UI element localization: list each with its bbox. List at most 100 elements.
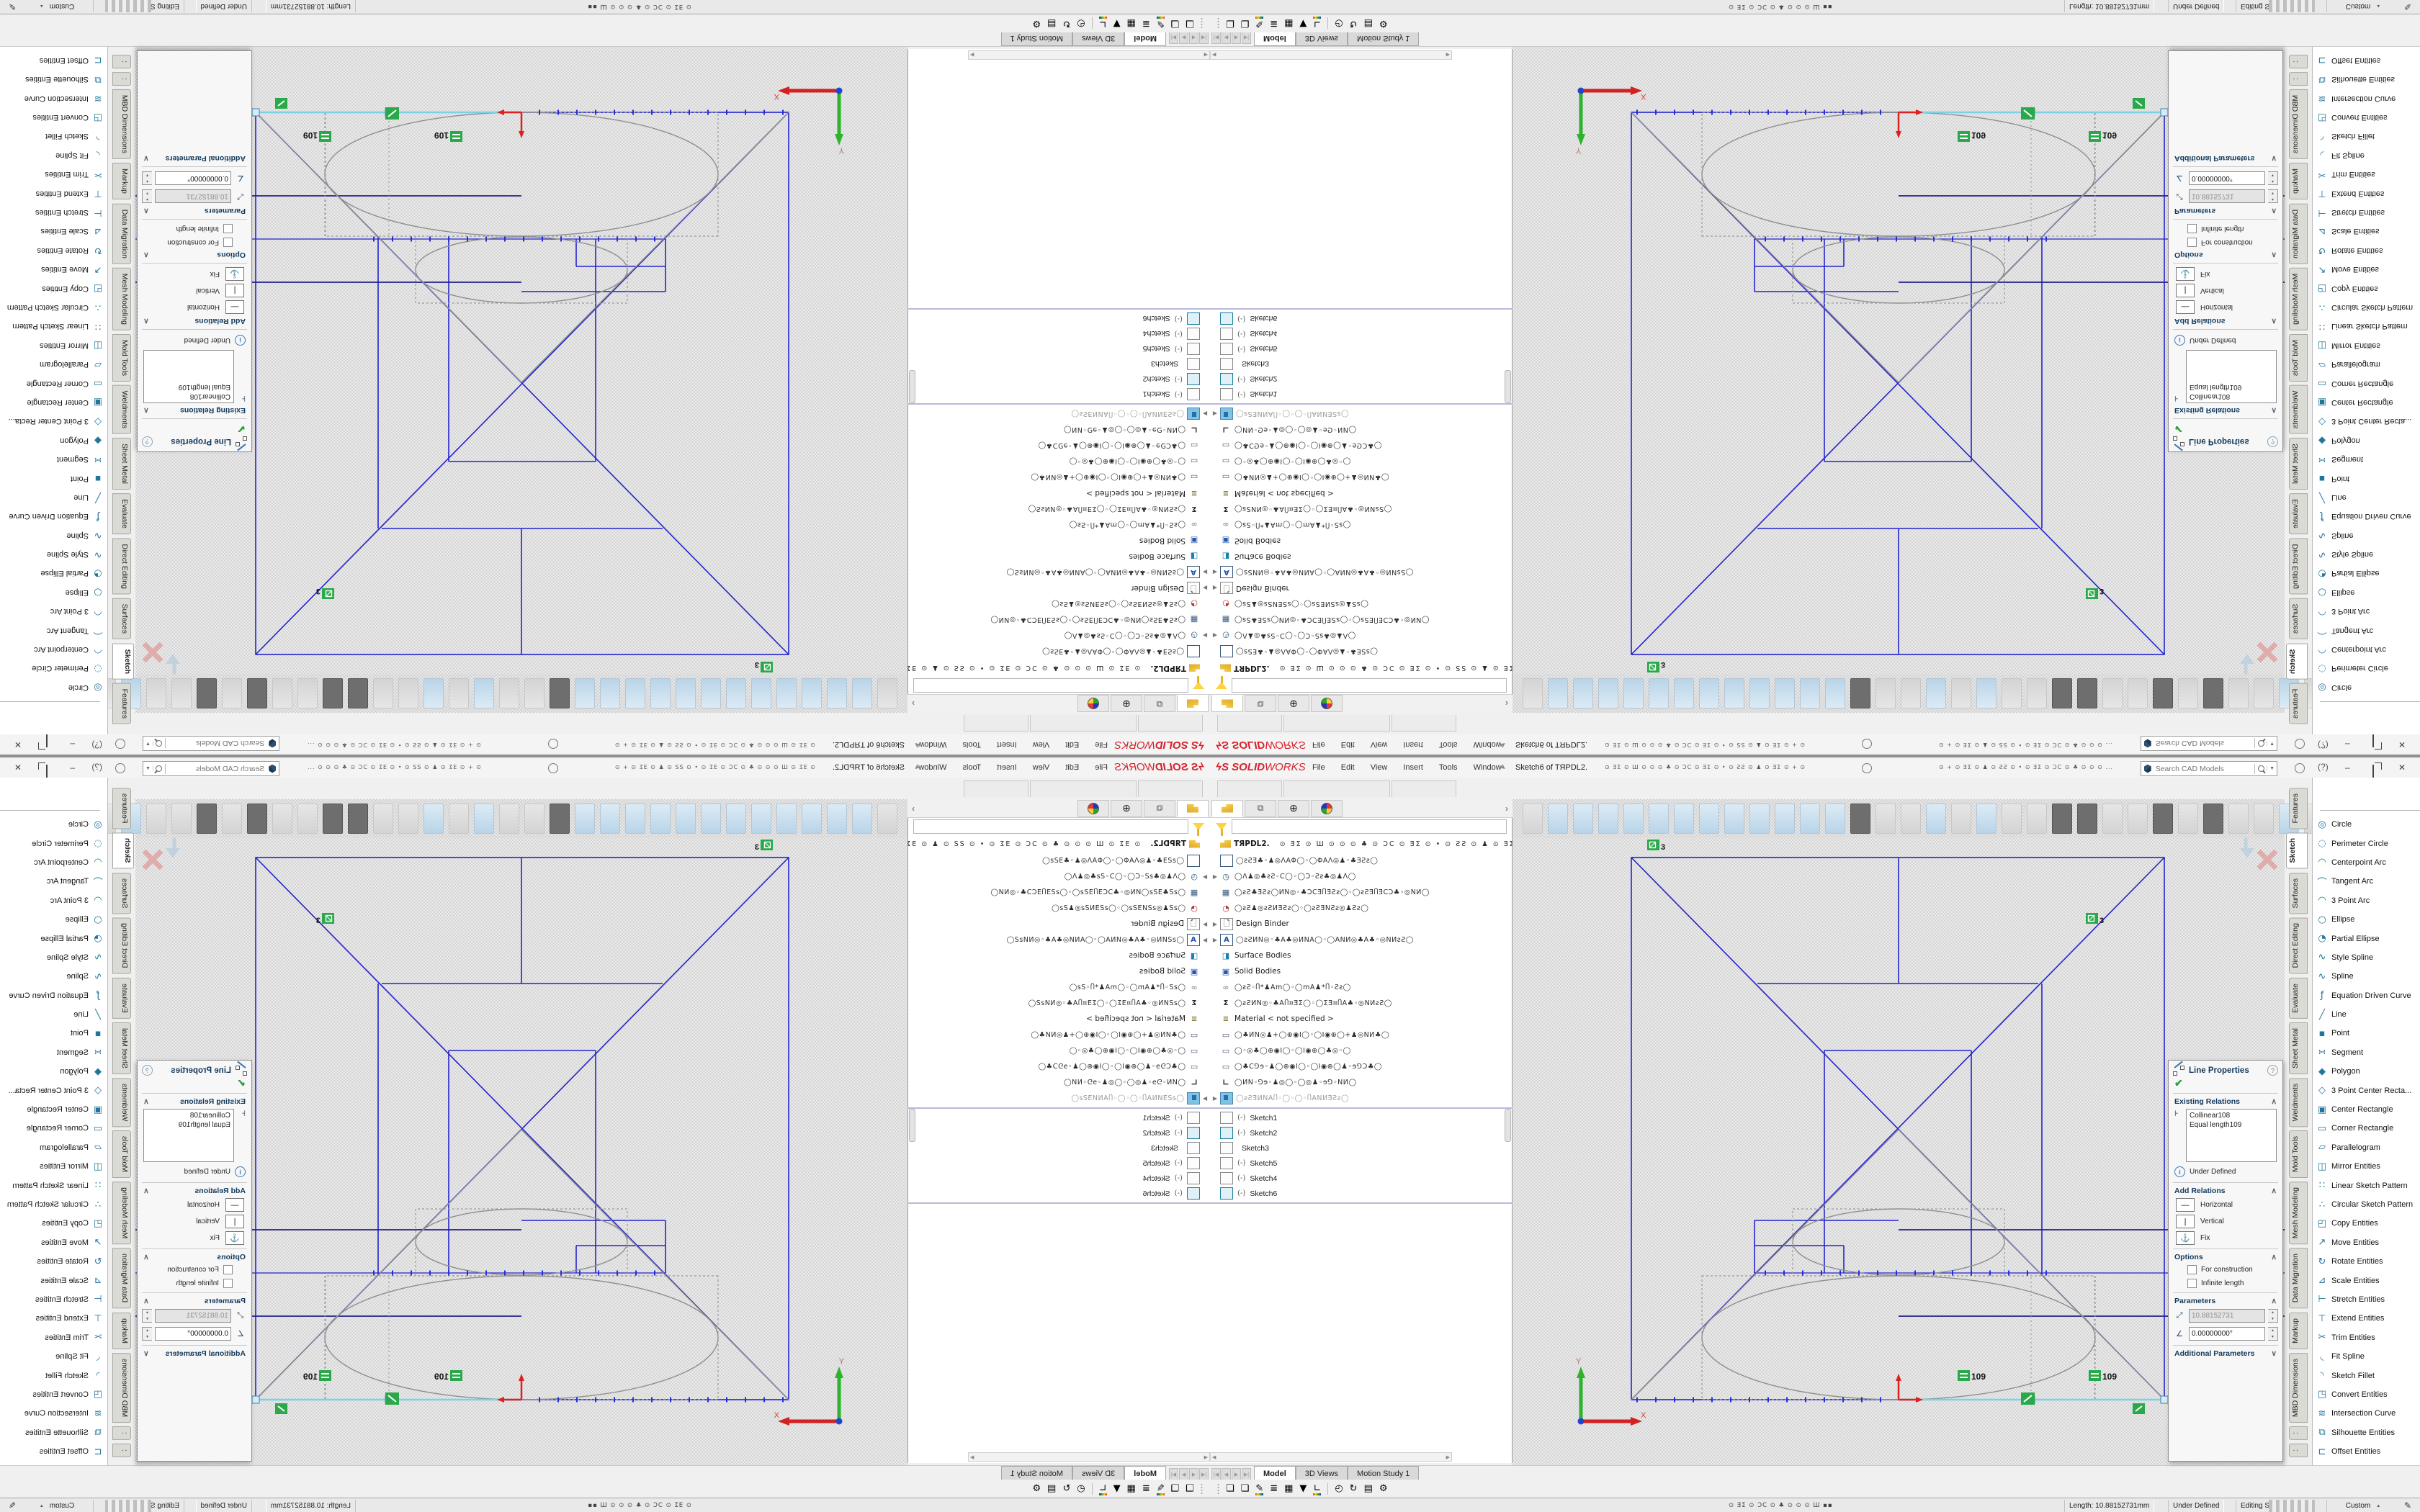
sketch-tool-item[interactable]: ◆ Polygon: [2313, 431, 2420, 450]
sketch-tool-item[interactable]: ◟ Fit Spline: [0, 146, 107, 165]
toolbar-icon[interactable]: [550, 804, 570, 834]
toolbar-icon[interactable]: [2102, 678, 2123, 708]
collinear-relation-badge[interactable]: [275, 1403, 287, 1414]
toolbar-icon[interactable]: [1976, 678, 1996, 708]
sketch-tool-item[interactable]: ◆ Polygon: [0, 431, 107, 450]
tree-row[interactable]: ∟ ◯ИΝ◦⅁ɘ◦♟◎◯◦◯◎♟◦ɘ⅁◦ΝИ◯: [1210, 422, 1512, 438]
toolbar-icon[interactable]: [701, 678, 721, 708]
vertical-tab[interactable]: Surfaces: [112, 872, 131, 914]
sketch-tool-item[interactable]: ◟ Fit Spline: [2313, 146, 2420, 165]
tree-row[interactable]: ▶ ◯ƨƧƎИΝΑႶ◦◯◦◯◦ႶΑΝИƎƧƨ◯: [908, 1090, 1210, 1106]
bottom-toolbar-icon[interactable]: ▦: [1126, 18, 1136, 29]
toolbar-drag-handle[interactable]: [1201, 1482, 1203, 1495]
tree-row[interactable]: ▦ ◯ƨƧ♣ƎƧƨ◯ИΝ◎◦♣ϽϹƎႶƎƧƨ◯◦◯ƨƧƎႶƎϹϽ♣◦◎ΝИ◯: [1210, 884, 1512, 900]
sketch-tool-item[interactable]: ▭ Corner Rectangle: [2313, 374, 2420, 392]
sketch-tool-item[interactable]: ∿ Spline: [2313, 526, 2420, 544]
toolbar-icon[interactable]: [1523, 678, 1543, 708]
bottom-toolbar-icon[interactable]: ❏: [1186, 1483, 1194, 1494]
bottom-toolbar-icon[interactable]: ≣: [1142, 18, 1150, 29]
relation-badge-perpendicular[interactable]: 3: [755, 660, 773, 672]
bottom-toolbar-icon[interactable]: ≣: [1270, 18, 1278, 29]
cancel-sketch-icon[interactable]: [142, 849, 163, 870]
sketch-tool-item[interactable]: ∴ Circular Sketch Pattern: [2313, 1195, 2420, 1214]
vertical-tab[interactable]: Data Migration: [112, 1248, 131, 1309]
parameter-input[interactable]: [2190, 1312, 2264, 1320]
sketch-tool-item[interactable]: ↻ Rotate Entities: [2313, 1252, 2420, 1271]
tab-nav-arrow[interactable]: ▶|: [1242, 32, 1251, 44]
model-tab[interactable]: 3D Views: [1295, 32, 1348, 46]
sketch-canvas[interactable]: Y X 3 3: [1512, 47, 2285, 674]
toolbar-icon[interactable]: [424, 804, 444, 834]
expand-chevron-icon[interactable]: ∨: [143, 1349, 149, 1358]
menu-item[interactable]: View: [1370, 740, 1388, 749]
collapse-chevron-icon[interactable]: ∧: [143, 251, 149, 259]
sketch-tool-item[interactable]: ○ Ellipse: [2313, 583, 2420, 602]
menu-item[interactable]: View: [1032, 740, 1050, 749]
tree-root[interactable]: TЯPDL2. ⊙ ƎΣ ⊙ Ш ⊙ ⊙ ⊙ ♣ ⊙ ϽϹ ⊙ ƎΣ ⊙ • ⊙…: [908, 835, 1210, 852]
toolbar-icon[interactable]: [1548, 804, 1568, 834]
toolbar-icon[interactable]: [575, 678, 595, 708]
sketch-tool-item[interactable]: ◠ 3 Point Arc: [0, 891, 107, 910]
vertical-tab[interactable]: :: [112, 72, 131, 86]
tree-row[interactable]: ▶ A ◯ƨƧИΝ◎◦♣Α♣◎ИΝΑ◯◦◯ΑΝИ◎♣Α♣◦◎ΝИƨƧ◯: [908, 932, 1210, 948]
bottom-toolbar-icon[interactable]: ∟: [1313, 18, 1322, 29]
toolbar-icon[interactable]: [1775, 804, 1795, 834]
sketch-row[interactable]: Sketch3: [1210, 356, 1512, 372]
model-tab[interactable]: Model: [1124, 1466, 1166, 1480]
relation-item[interactable]: Collinear108: [189, 1112, 230, 1120]
bottom-toolbar-icon[interactable]: ∟: [1098, 1483, 1107, 1494]
sketch-tool-item[interactable]: ◝ Sketch Fillet: [2313, 1366, 2420, 1385]
tree-row[interactable]: Σ ◯ƨƧИΝ◎◦♣ΑႶ¤ƎΣ◯◦◯ΣƎ¤ႶΑ♣◦◎ΝИƨƧ◯: [1210, 501, 1512, 517]
sketch-tool-item[interactable]: ◎ Circle: [2313, 815, 2420, 834]
section-parameters[interactable]: Parameters ∧: [143, 207, 246, 215]
search-input[interactable]: [166, 738, 266, 749]
menu-item[interactable]: Edit: [1065, 763, 1080, 772]
search-icon[interactable]: [2254, 738, 2266, 749]
tree-row[interactable]: ◨ Surface Bodies: [1210, 549, 1512, 564]
toolbar-icon[interactable]: [247, 804, 267, 834]
toolbar-icon[interactable]: [676, 678, 696, 708]
toolbar-icon[interactable]: [1951, 804, 1971, 834]
help-icon[interactable]: (?): [91, 740, 102, 750]
option-checkbox-row[interactable]: For construction: [138, 1263, 251, 1277]
section-add-relations[interactable]: Add Relations ∧: [2174, 1187, 2277, 1195]
filter-input[interactable]: [1232, 678, 1507, 693]
sketch-tool-item[interactable]: ∺ Segment: [0, 1043, 107, 1062]
tree-row[interactable]: ◔ ◯ƨƧ♟◎ƨƧИƎƧƨ◯◦◯ƨƧƎΝƧƨ◎♟Ƨƨ◯: [1210, 900, 1512, 916]
section-add-relations[interactable]: Add Relations ∧: [143, 1187, 246, 1195]
scroll-left-arrow[interactable]: ◀: [1204, 1454, 1208, 1460]
toolbar-icon[interactable]: [373, 678, 393, 708]
bottom-toolbar-icon[interactable]: ✎: [1156, 18, 1165, 29]
tab-nav-arrow[interactable]: ◀: [1189, 32, 1198, 44]
featuremanager-tab[interactable]: [1177, 799, 1209, 817]
sketch-tool-item[interactable]: ↗ Move Entities: [0, 1233, 107, 1252]
bottom-toolbar-icon[interactable]: ▦: [1126, 1483, 1136, 1494]
vertical-tab[interactable]: Sheet Metal: [112, 438, 131, 490]
section-additional-parameters[interactable]: Additional Parameters ∨: [143, 1349, 246, 1358]
toolbar-icon[interactable]: [2203, 804, 2223, 834]
sketch-tool-item[interactable]: ⊿ Scale Entities: [2313, 222, 2420, 240]
sketch-tool-item[interactable]: ◳ Convert Entities: [2313, 108, 2420, 127]
add-relation-button[interactable]: ⚓ Fix: [2169, 266, 2282, 282]
close-button[interactable]: ✕: [14, 762, 22, 773]
sketch-tool-item[interactable]: ⊏ Offset Entities: [2313, 1442, 2420, 1461]
vertical-tab[interactable]: Sheet Metal: [2289, 438, 2308, 490]
sketch-tool-item[interactable]: ▣ Center Rectangle: [0, 393, 107, 412]
bottom-toolbar-icon[interactable]: ◴: [1335, 18, 1343, 29]
tree-row[interactable]: ▣ Solid Bodies: [1210, 533, 1512, 549]
sketch-tool-item[interactable]: ◇ 3 Point Center Recta...: [2313, 1081, 2420, 1099]
sketch-tool-item[interactable]: ╱ Line: [0, 488, 107, 507]
menu-item[interactable]: Window: [1473, 740, 1502, 749]
restore-button[interactable]: [46, 765, 48, 778]
toolbar-icon[interactable]: [499, 678, 519, 708]
filter-input[interactable]: [913, 678, 1188, 693]
sketch-tool-item[interactable]: ⊤ Extend Entities: [2313, 1309, 2420, 1328]
sketch-tool-item[interactable]: ∿ Spline: [0, 526, 107, 544]
vertical-tab[interactable]: Markup: [2289, 163, 2308, 200]
bottom-toolbar-icon[interactable]: ▼: [1299, 18, 1307, 29]
toolbar-icon[interactable]: [247, 678, 267, 708]
exit-sketch-icon[interactable]: [166, 654, 199, 674]
parameter-input[interactable]: [2190, 174, 2264, 182]
sketch-tool-item[interactable]: ╱ Line: [2313, 1005, 2420, 1024]
section-options[interactable]: Options ∧: [2174, 1253, 2277, 1261]
